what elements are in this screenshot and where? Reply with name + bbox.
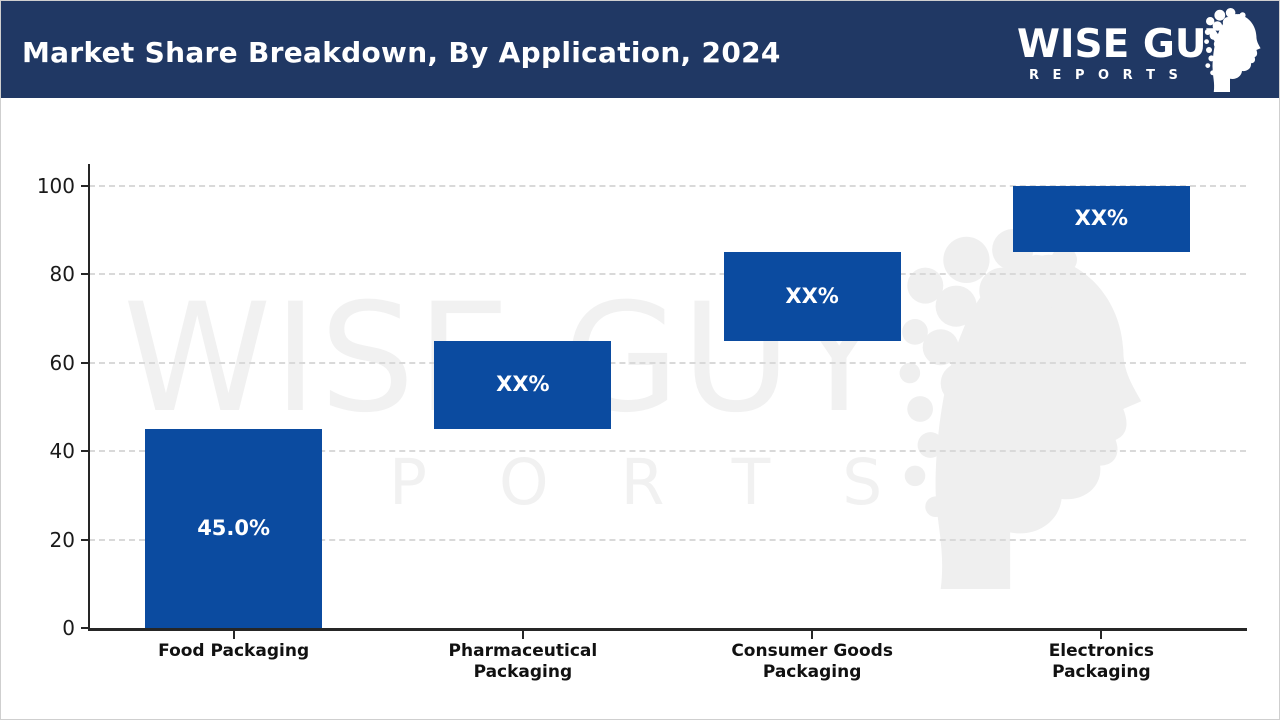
y-tick-mark — [81, 185, 89, 187]
logo-text: WISE GUY — [1017, 22, 1236, 67]
x-category-label: Consumer Goods Packaging — [668, 641, 957, 683]
y-tick-label: 60 — [49, 350, 75, 375]
bar-value-label: XX% — [1074, 206, 1129, 231]
x-axis-line — [88, 628, 1247, 631]
wiseguy-logo: WISE GUY R E P O R T S — [1017, 8, 1261, 92]
x-category-label-line: Food Packaging — [158, 641, 310, 661]
x-category-label: Food Packaging — [89, 641, 378, 662]
y-tick-mark — [81, 273, 89, 276]
x-category-label: Electronics Packaging — [957, 641, 1246, 683]
x-category-label-line: Consumer Goods — [731, 641, 893, 661]
y-tick-mark — [81, 627, 89, 629]
y-tick-label: 80 — [49, 262, 75, 287]
x-tick-mark — [232, 631, 235, 639]
gridline — [89, 185, 1246, 187]
y-axis-line — [88, 164, 90, 631]
x-tick-mark — [811, 631, 814, 639]
x-category-label-line: Packaging — [762, 662, 862, 682]
gridline — [89, 450, 1246, 453]
x-tick-mark — [521, 631, 524, 639]
x-category-label-line: Electronics — [1048, 641, 1155, 661]
y-tick-label: 20 — [49, 527, 75, 552]
watermark-text-line2: PORTS — [389, 446, 955, 519]
bar-value-label: XX% — [496, 371, 550, 396]
page-title: Market Share Breakdown, By Application, … — [22, 36, 781, 69]
bar-value-label: 45.0% — [197, 515, 271, 540]
bar — [434, 340, 612, 430]
y-tick-label: 100 — [36, 174, 75, 198]
gridline — [89, 361, 1246, 364]
x-category-label-line: Pharmaceutical — [448, 641, 598, 661]
watermark-head-icon — [899, 229, 1142, 589]
y-tick-label: 40 — [49, 439, 75, 464]
logo-subtext: R E P O R T S — [1029, 68, 1182, 83]
y-tick-mark — [81, 361, 89, 364]
x-tick-mark — [1100, 631, 1103, 639]
y-tick-mark — [81, 450, 89, 453]
gridline — [89, 538, 1246, 541]
y-tick-mark — [81, 538, 89, 541]
bar-value-label: XX% — [785, 283, 839, 308]
y-tick-label: 0 — [62, 616, 75, 640]
bar — [145, 429, 323, 628]
gridline — [89, 273, 1246, 276]
bar — [723, 252, 901, 341]
x-category-label: Pharmaceutical Packaging — [378, 641, 667, 683]
x-category-label-line: Packaging — [1052, 662, 1151, 682]
bar — [1012, 186, 1190, 253]
x-category-label-line: Packaging — [473, 662, 573, 682]
header-bar: Market Share Breakdown, By Application, … — [1, 1, 1279, 98]
